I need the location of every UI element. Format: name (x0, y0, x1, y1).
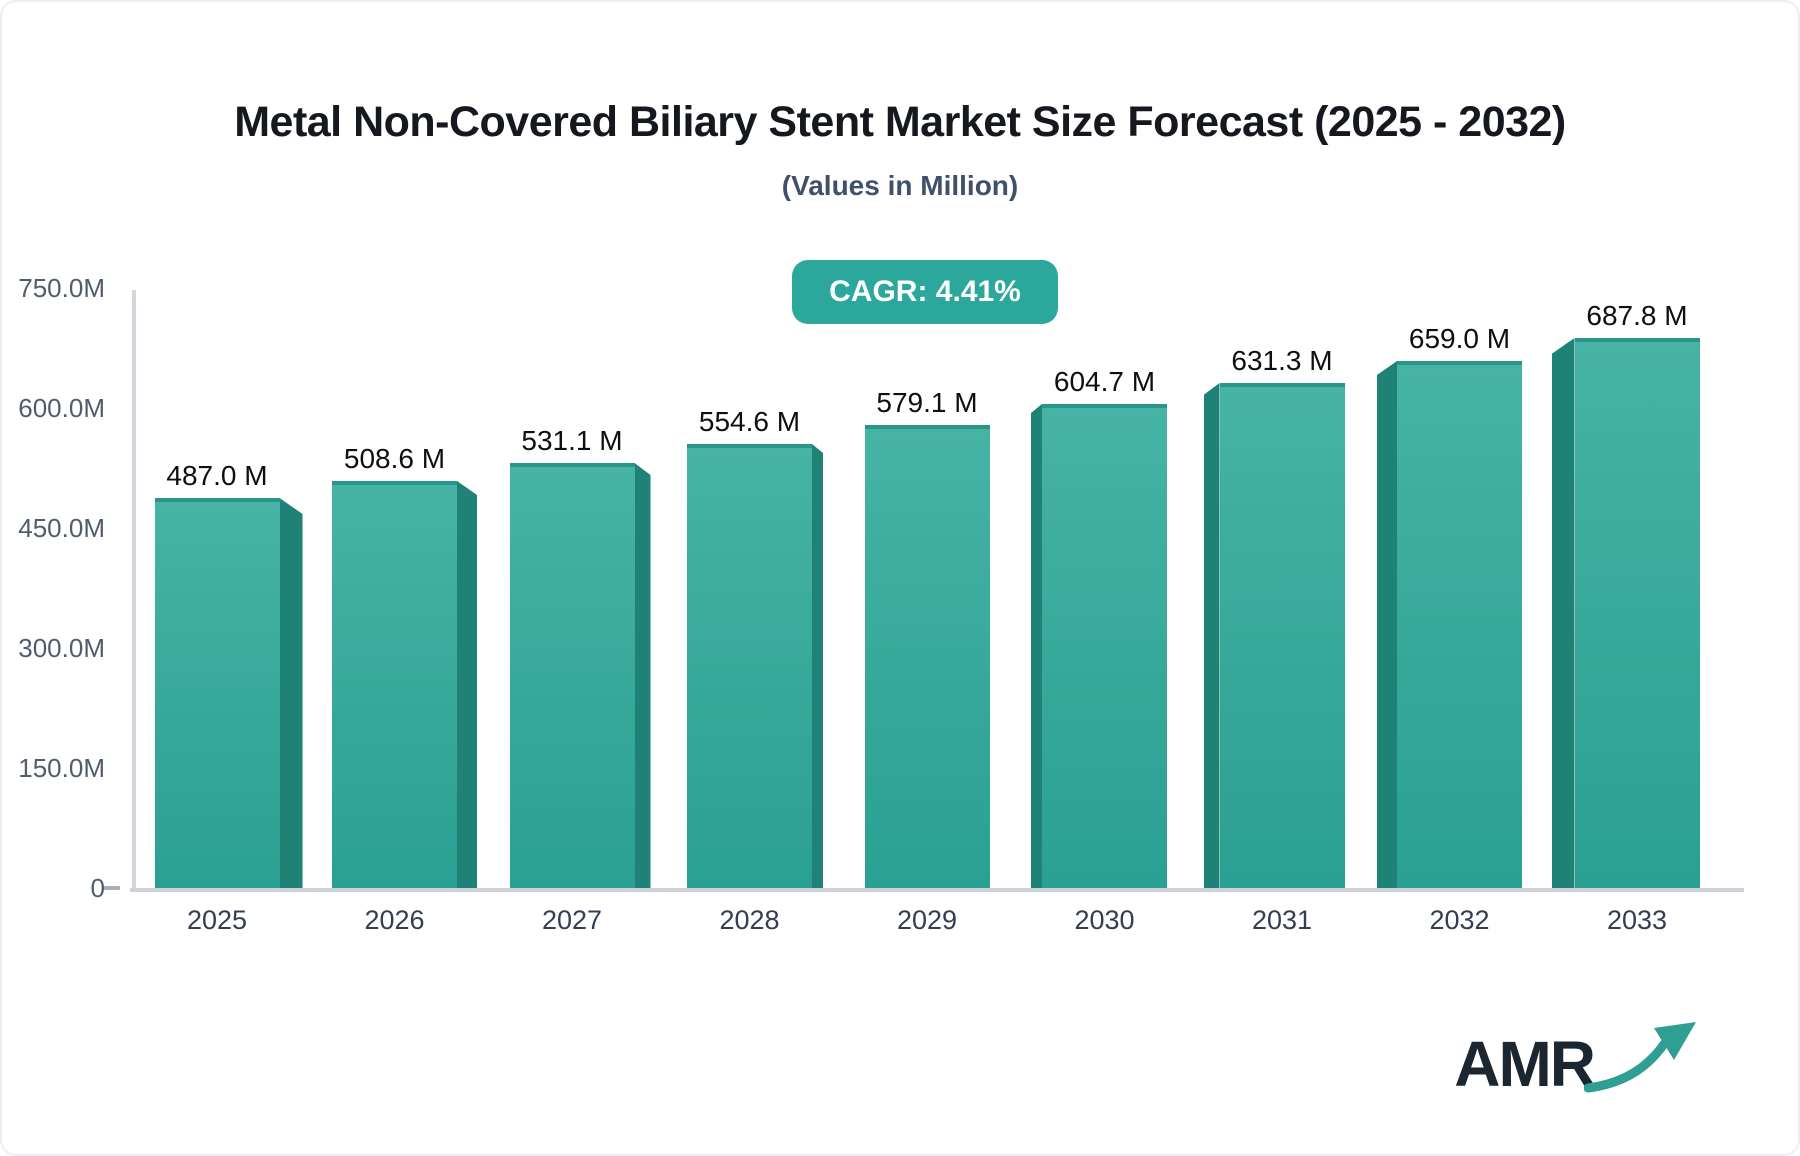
bar-side-shade (1551, 338, 1575, 888)
x-tick-label: 2025 (186, 905, 248, 935)
bar-value-label: 659.0 M (1408, 323, 1511, 354)
bar-face (1219, 383, 1345, 888)
amr-logo: AMR (1454, 1014, 1702, 1096)
bar-face (1042, 404, 1167, 888)
bar-side-shade (634, 463, 651, 888)
x-axis-line (130, 888, 1744, 892)
bar: 554.6 M (687, 406, 823, 888)
bar-side-shade (1203, 383, 1220, 888)
bar: 687.8 M (1551, 300, 1700, 888)
x-tick-label: 2033 (1606, 905, 1668, 935)
zero-tick-mark (102, 886, 120, 890)
bar-value-label: 604.7 M (1053, 366, 1156, 397)
bar-face (864, 425, 990, 888)
bar-face (687, 444, 812, 888)
bar: 659.0 M (1377, 323, 1522, 888)
chart-title: Metal Non-Covered Biliary Stent Market S… (234, 98, 1566, 146)
bar-face (1397, 361, 1522, 888)
bar: 579.1 M (864, 387, 990, 888)
bar-side-shade (812, 444, 823, 888)
bar-face (154, 498, 280, 888)
bar-value-label: 554.6 M (698, 406, 801, 437)
bar-face (509, 463, 635, 888)
x-tick-label: 2027 (541, 905, 603, 935)
y-tick-label: 600.0M (18, 393, 105, 423)
x-tick-label: 2032 (1429, 905, 1490, 935)
bar-value-label: 631.3 M (1231, 345, 1333, 376)
bar-value-label: 487.0 M (166, 460, 268, 491)
bar: 604.7 M (1031, 366, 1167, 888)
bar-face (1574, 338, 1700, 888)
x-tick-label: 2029 (896, 905, 958, 935)
y-tick-label: 150.0M (18, 753, 105, 783)
x-tick-label: 2030 (1074, 905, 1135, 935)
bar-side-shade (1377, 361, 1397, 888)
bar: 631.3 M (1203, 345, 1345, 888)
bar-side-shade (457, 481, 477, 888)
bar: 487.0 M (154, 460, 303, 888)
bar-side-shade (1031, 404, 1042, 888)
amr-logo-text: AMR (1454, 1028, 1596, 1100)
x-tick-label: 2031 (1251, 905, 1313, 935)
bar-value-label: 508.6 M (343, 443, 446, 474)
x-tick-label: 2026 (364, 905, 425, 935)
x-tick-label: 2028 (719, 905, 780, 935)
y-tick-label: 750.0M (18, 273, 105, 303)
y-axis-line (132, 290, 136, 888)
bar: 531.1 M (509, 425, 651, 888)
cagr-badge: CAGR: 4.41% (792, 260, 1058, 324)
bar-face (332, 481, 457, 888)
bar-side-shade (279, 498, 303, 888)
bar-value-label: 531.1 M (521, 425, 623, 456)
bar-value-label: 579.1 M (876, 387, 978, 418)
y-tick-label: 0 (90, 873, 105, 903)
growth-arrow-icon (1584, 1022, 1696, 1093)
y-tick-label: 300.0M (18, 633, 105, 663)
chart-subtitle: (Values in Million) (781, 170, 1019, 201)
bar-value-label: 687.8 M (1586, 300, 1688, 331)
bar: 508.6 M (332, 443, 477, 888)
y-tick-label: 450.0M (18, 513, 105, 543)
